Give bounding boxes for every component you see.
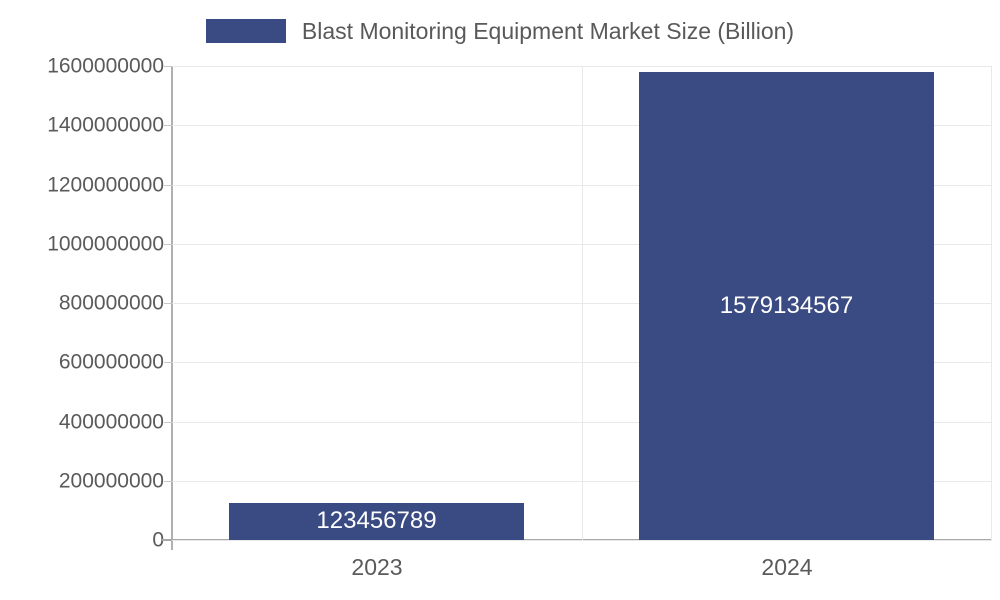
- y-axis-tick-label: 1200000000: [47, 173, 164, 196]
- y-axis-tick-mark: [164, 303, 172, 304]
- y-axis-tick-label: 200000000: [58, 469, 164, 493]
- gridline-horizontal: [172, 540, 992, 541]
- y-axis-tick-label: 400000000: [58, 410, 164, 433]
- y-axis-tick-mark: [164, 481, 172, 482]
- y-axis-tick-mark: [164, 422, 172, 423]
- legend-item-label: Blast Monitoring Equipment Market Size (…: [301, 17, 795, 44]
- chart-legend: Blast Monitoring Equipment Market Size (…: [0, 12, 1000, 50]
- y-axis-tick-mark: [164, 125, 172, 126]
- y-axis-tick-label: 0: [152, 528, 164, 552]
- bar-value-label: 123456789: [316, 507, 437, 534]
- y-axis-tick-mark: [164, 66, 172, 67]
- bar-value-label: 1579134567: [719, 292, 854, 319]
- y-axis-tick-mark: [164, 244, 172, 245]
- plot-area: 123456789 1579134567: [172, 66, 992, 541]
- y-axis-tick-mark: [164, 362, 172, 363]
- y-axis-tick-label: 1400000000: [47, 113, 164, 137]
- y-axis-line: [171, 66, 173, 550]
- y-axis-tick-label: 1600000000: [47, 54, 164, 78]
- bar-2023[interactable]: 123456789: [229, 503, 524, 540]
- legend-color-swatch-icon: [205, 19, 286, 43]
- y-axis-tick-label: 800000000: [58, 291, 164, 315]
- x-axis-tick-label-2024: 2024: [761, 554, 813, 580]
- x-axis-tick-label-2023: 2023: [351, 554, 403, 580]
- y-axis-tick-mark: [164, 185, 172, 186]
- bar-2024[interactable]: 1579134567: [639, 72, 934, 540]
- y-axis-tick-label: 1000000000: [47, 232, 164, 256]
- y-axis-tick-label: 600000000: [58, 350, 164, 374]
- gridline-vertical: [582, 66, 583, 540]
- legend-item-market-size[interactable]: Blast Monitoring Equipment Market Size (…: [205, 17, 795, 44]
